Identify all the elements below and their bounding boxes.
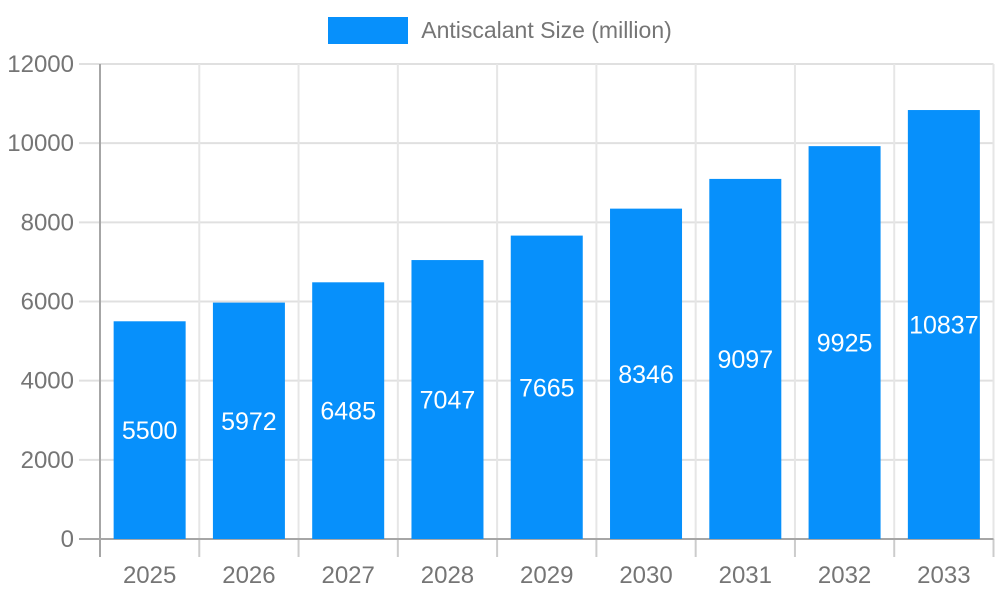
x-axis-tick-label: 2033 <box>917 562 970 589</box>
y-axis-tick-label: 6000 <box>21 289 74 316</box>
y-axis-tick-label: 4000 <box>21 368 74 395</box>
bar-value-label: 5972 <box>221 408 277 436</box>
bar-2031[interactable] <box>709 178 782 540</box>
x-axis-tick-label: 2031 <box>719 562 772 589</box>
bar-value-label: 7665 <box>519 374 575 402</box>
y-axis-tick-label: 2000 <box>21 447 74 474</box>
bar-2028[interactable] <box>411 260 484 539</box>
bar-2026[interactable] <box>212 302 285 539</box>
x-axis-tick-label: 2025 <box>123 562 176 589</box>
bar-2030[interactable] <box>610 208 683 539</box>
y-axis-tick-label: 0 <box>61 526 74 553</box>
x-axis-tick-label: 2029 <box>520 562 573 589</box>
bar-2033[interactable] <box>907 110 980 540</box>
bar-value-label: 7047 <box>420 387 476 415</box>
bar-value-label: 10837 <box>909 312 979 340</box>
y-axis-tick-label: 10000 <box>7 130 74 157</box>
bar-value-label: 5500 <box>122 417 178 445</box>
legend-label: Antiscalant Size (million) <box>421 17 672 43</box>
legend-item[interactable]: Antiscalant Size (million) <box>328 17 672 44</box>
bar-2032[interactable] <box>808 146 881 539</box>
bar-2027[interactable] <box>312 282 385 539</box>
x-axis-tick-label: 2028 <box>421 562 474 589</box>
y-axis-tick-label: 8000 <box>21 209 74 236</box>
y-axis-tick-label: 12000 <box>7 51 74 78</box>
bar-2025[interactable] <box>113 321 186 539</box>
x-axis-tick-label: 2026 <box>222 562 275 589</box>
bar-value-label: 9925 <box>817 330 873 358</box>
x-axis-tick-label: 2032 <box>818 562 871 589</box>
bar-2029[interactable] <box>510 235 583 539</box>
legend: Antiscalant Size (million) <box>0 17 1000 44</box>
bar-value-label: 9097 <box>717 346 773 374</box>
bar-value-label: 8346 <box>618 361 674 389</box>
x-axis-tick-label: 2030 <box>619 562 672 589</box>
legend-swatch-icon <box>328 17 409 44</box>
x-axis-tick-label: 2027 <box>321 562 374 589</box>
bar-value-label: 6485 <box>320 398 376 426</box>
